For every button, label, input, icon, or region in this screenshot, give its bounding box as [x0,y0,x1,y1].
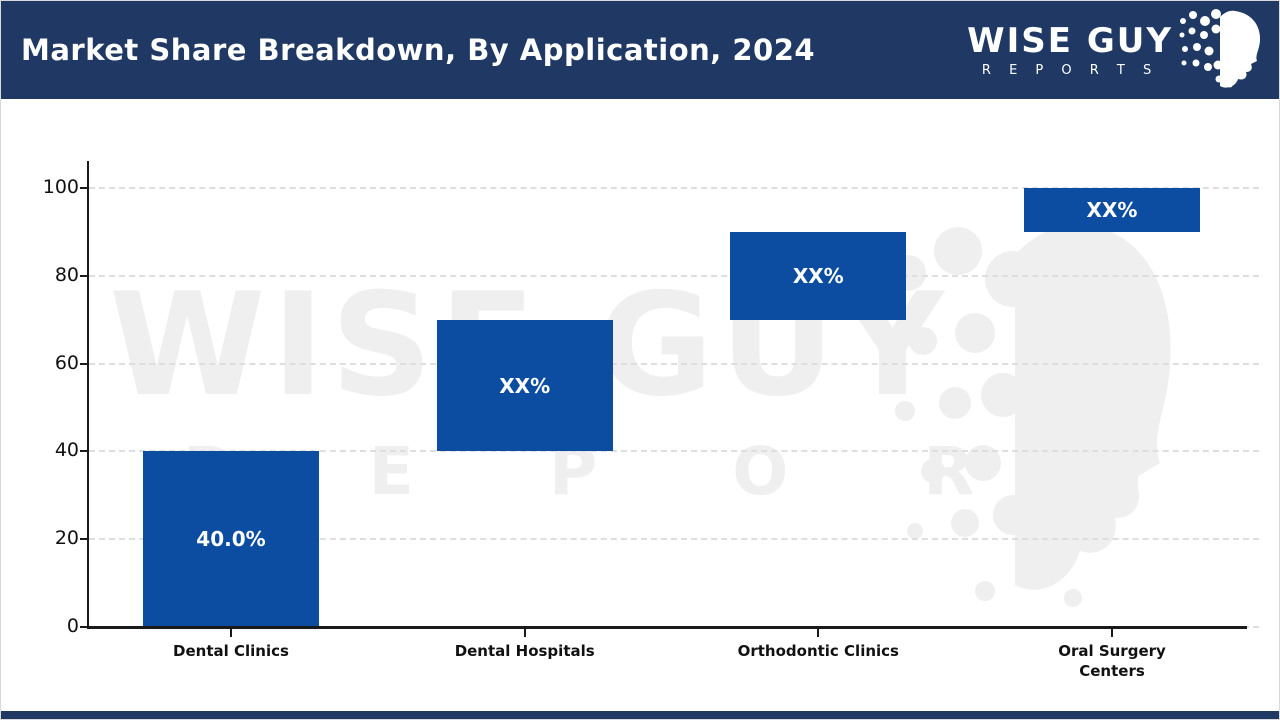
bar-value-label: XX% [1086,197,1138,222]
brand-face-icon [1179,9,1261,88]
grid-line [89,187,1259,189]
bar-value-label: 40.0% [196,527,266,552]
grid-line [89,274,1259,277]
bar: XX% [436,319,613,452]
y-axis-line [87,161,89,629]
watermark-face-icon [890,224,1171,607]
y-tick-label: 0 [66,615,79,637]
brand-name: WISE GUY [967,20,1173,61]
page-title: Market Share Breakdown, By Application, … [21,33,816,67]
grid-line [89,450,1259,453]
y-tick-label: 80 [54,263,79,286]
bar: 40.0% [143,451,319,627]
x-tick-mark [230,629,232,637]
x-category-label: Dental Clinics [173,642,289,660]
brand-logo: WISE GUY R E P O R T S [967,7,1267,93]
grid-line [89,362,1259,365]
bar: XX% [730,231,907,320]
x-category-label: Dental Hospitals [454,642,595,660]
y-tick-label: 40 [54,439,79,462]
y-tick-mark [80,626,88,628]
y-tick-mark [80,450,88,453]
header: Market Share Breakdown, By Application, … [1,1,1279,99]
y-tick-mark [80,538,88,541]
x-axis-line [87,626,1247,629]
x-tick-mark [817,629,820,637]
y-tick-label: 60 [54,351,79,374]
x-tick-mark [523,629,526,637]
y-tick-label: 100 [42,176,79,198]
x-category-label: Oral Surgery Centers [1058,642,1166,681]
x-tick-mark [1111,629,1113,637]
bar-value-label: XX% [792,263,844,288]
footer-bar [1,711,1279,719]
y-tick-mark [80,187,88,189]
y-tick-mark [80,362,88,365]
bar-value-label: XX% [499,373,551,398]
y-tick-label: 20 [54,527,79,550]
x-category-label: Orthodontic Clinics [737,642,899,660]
y-tick-mark [80,274,88,277]
bar: XX% [1024,188,1200,232]
brand-subtitle: R E P O R T S [981,62,1159,78]
grid-line [89,538,1259,541]
